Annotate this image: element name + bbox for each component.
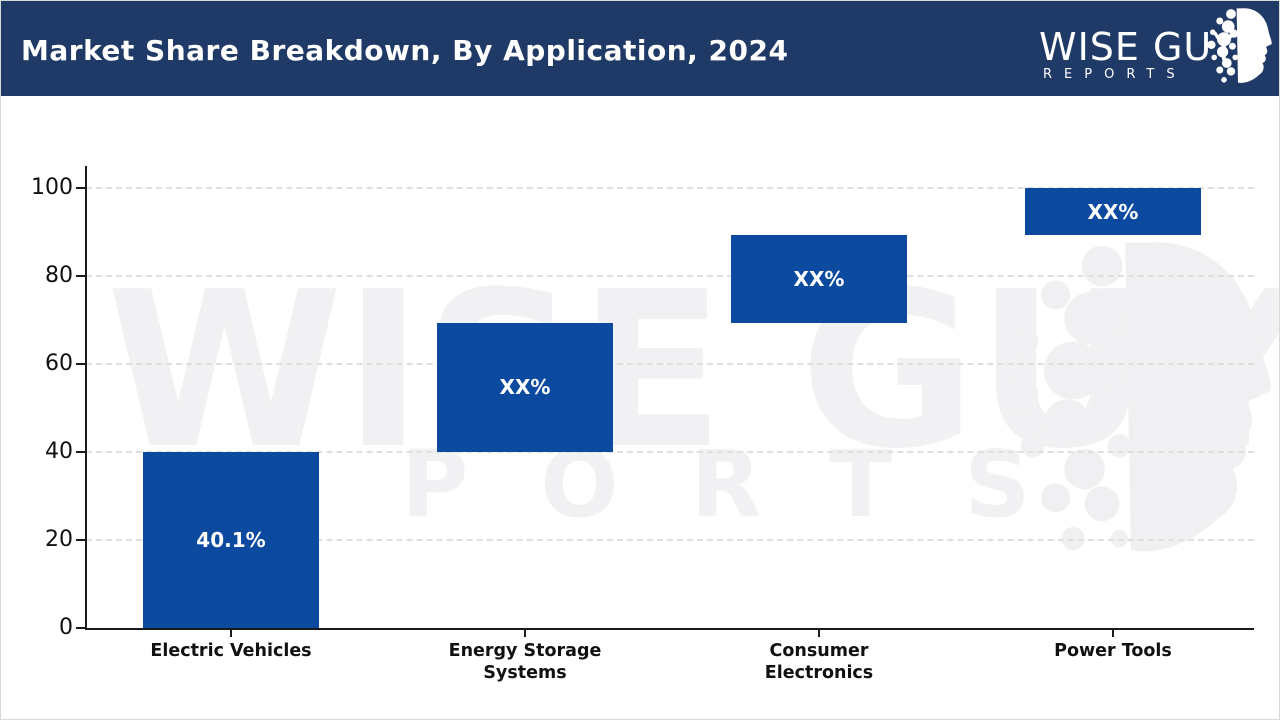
gridline-40 [86, 451, 1254, 453]
y-tick-mark [76, 275, 85, 277]
bar-1: 40.1% [143, 451, 319, 628]
bar-4: XX% [1025, 188, 1201, 236]
gridline-80 [86, 275, 1254, 277]
y-tick-label: 100 [31, 175, 73, 200]
x-tick-mark [818, 630, 820, 637]
bar-value-label: 40.1% [196, 527, 266, 552]
y-tick-mark [76, 627, 85, 629]
y-tick-mark [76, 451, 85, 453]
gridline-20 [86, 539, 1254, 541]
x-axis-label: Energy Storage Systems [448, 641, 602, 683]
y-axis-line [85, 166, 87, 630]
x-tick-mark [1112, 630, 1114, 637]
y-tick-label: 80 [45, 263, 73, 288]
watermark-text-line2: PORTS [401, 431, 1103, 538]
bar-value-label: XX% [499, 375, 551, 400]
x-tick-mark [524, 630, 526, 637]
x-axis-label: Electric Vehicles [150, 641, 312, 661]
chart-title: Market Share Breakdown, By Application, … [21, 34, 789, 67]
bar-value-label: XX% [793, 267, 845, 292]
y-tick-label: 40 [45, 439, 73, 464]
y-tick-label: 20 [45, 527, 73, 552]
logo-wordmark: WISE GUY [1039, 25, 1237, 69]
x-axis-label: Power Tools [1054, 641, 1172, 661]
y-tick-mark [76, 187, 85, 189]
bar-value-label: XX% [1087, 199, 1139, 224]
y-tick-label: 0 [59, 615, 73, 640]
bar-2: XX% [437, 323, 613, 452]
header-bar: Market Share Breakdown, By Application, … [1, 1, 1279, 96]
dotted-head-profile-icon [1207, 8, 1272, 83]
bar-3: XX% [731, 235, 907, 324]
gridline-60 [86, 363, 1254, 365]
x-tick-mark [230, 630, 232, 637]
logo-subtitle: REPORTS [1043, 67, 1187, 82]
y-tick-label: 60 [45, 351, 73, 376]
y-tick-mark [76, 363, 85, 365]
y-tick-mark [76, 539, 85, 541]
x-axis-label: Consumer Electronics [764, 641, 874, 683]
x-axis-line [85, 628, 1254, 630]
watermark-dotted-head-icon [1003, 242, 1271, 552]
gridline-100 [86, 187, 1254, 189]
